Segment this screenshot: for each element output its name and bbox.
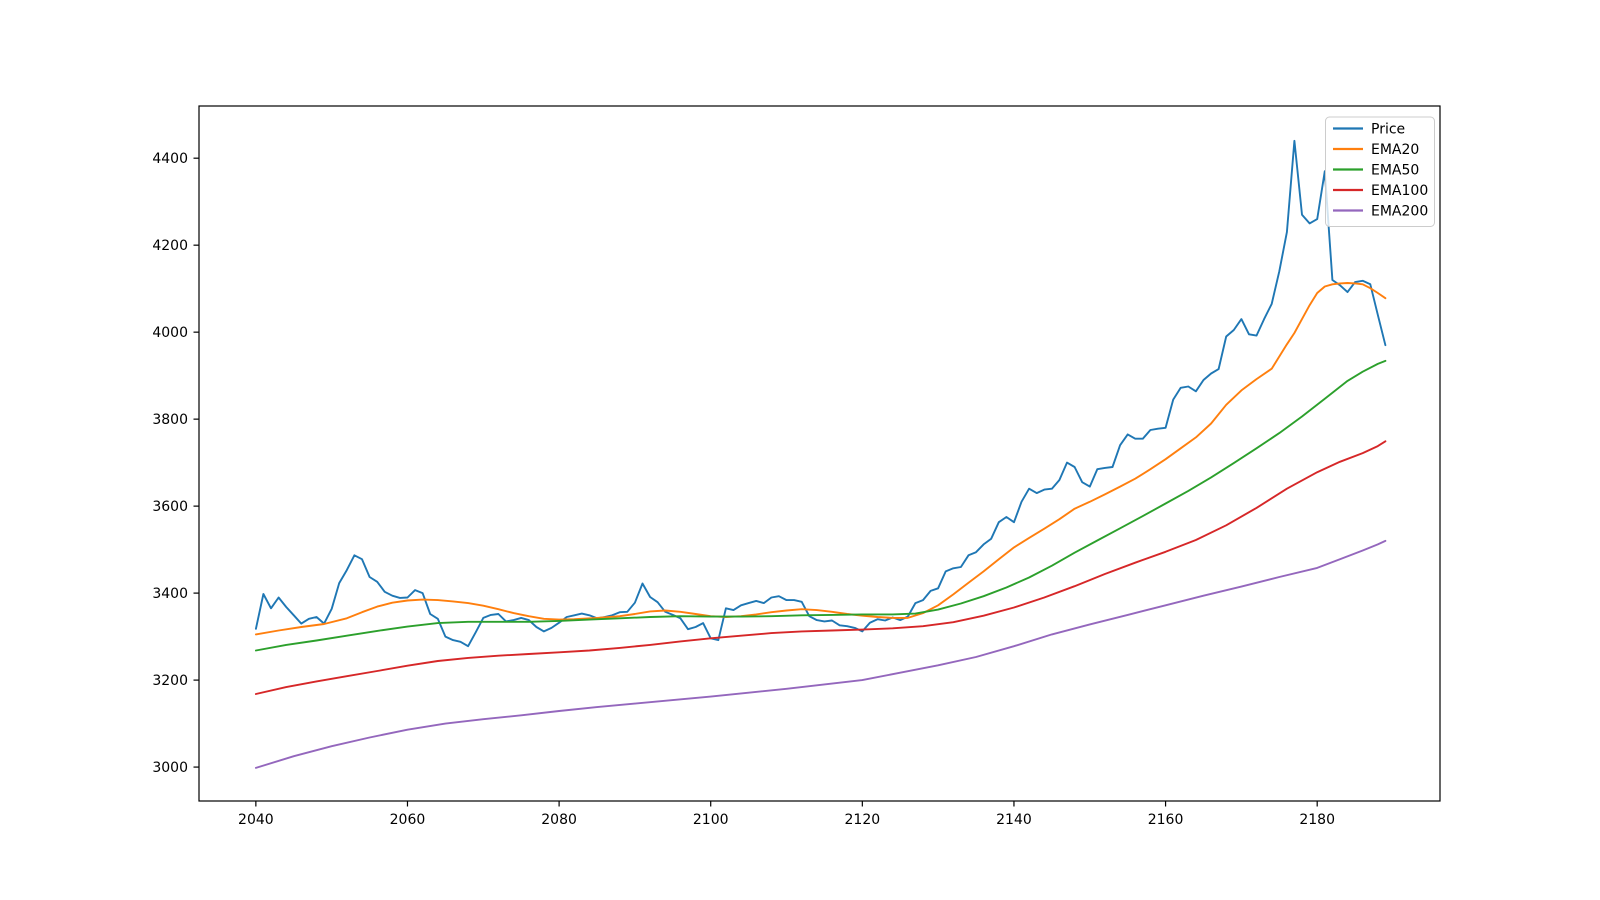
legend-box: [1325, 116, 1435, 227]
x-tick-label: 2080: [541, 812, 577, 828]
legend-label: EMA50: [1371, 163, 1419, 179]
x-tick-label: 2160: [1148, 812, 1184, 828]
y-tick-label: 3200: [152, 673, 188, 689]
legend-item: EMA100: [1333, 183, 1428, 199]
axes: 2040 2060 2080 2100 2120 2140 2160 2180 3000 3200…: [152, 105, 1441, 828]
x-tick-label: 2180: [1299, 812, 1335, 828]
x-tick-label: 2140: [996, 812, 1032, 828]
series-line-ema100: [254, 440, 1387, 695]
y-tick-label: 4400: [152, 151, 188, 167]
legend-item: EMA200: [1333, 204, 1428, 220]
legend: Price EMA20 EMA50 EMA100 EMA200: [1325, 116, 1435, 227]
legend-label: EMA200: [1371, 204, 1428, 220]
series-line-price: [254, 139, 1387, 648]
legend-label: EMA20: [1371, 142, 1419, 158]
x-tick-label: 2060: [390, 812, 426, 828]
legend-item: EMA50: [1333, 163, 1419, 179]
series-line-ema20: [254, 282, 1387, 636]
legend-item: EMA20: [1333, 142, 1419, 158]
plot-border: [198, 105, 1441, 802]
series-line-ema200: [254, 539, 1387, 769]
y-tick-label: 3400: [152, 586, 188, 602]
y-tick-label: 3600: [152, 499, 188, 515]
series-lines: [254, 139, 1387, 769]
y-tick-label: 4200: [152, 238, 188, 254]
series-line-ema50: [254, 359, 1387, 652]
y-tick-label: 3000: [152, 760, 188, 776]
legend-item: Price: [1333, 122, 1405, 138]
x-tick-label: 2120: [845, 812, 881, 828]
x-tick-label: 2100: [693, 812, 729, 828]
x-tick-label: 2040: [238, 812, 274, 828]
legend-label: EMA100: [1371, 183, 1428, 199]
y-tick-label: 4000: [152, 325, 188, 341]
y-tick-label: 3800: [152, 412, 188, 428]
legend-label: Price: [1371, 122, 1405, 138]
